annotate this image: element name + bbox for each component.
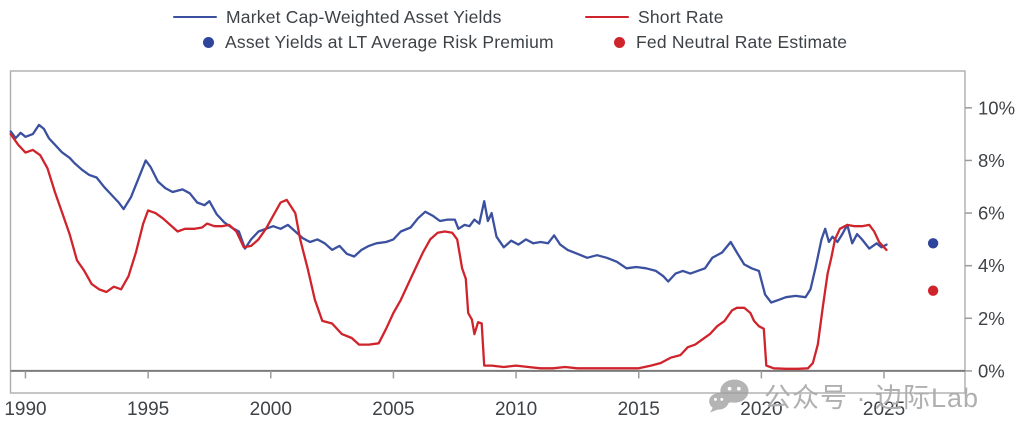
series-line-short-rate bbox=[9, 132, 888, 370]
legend-item-short-rate: Short Rate bbox=[585, 7, 724, 27]
legend-item-asset-yields-lt-risk-premium: Asset Yields at LT Average Risk Premium bbox=[203, 32, 554, 52]
x-axis-label: 2020 bbox=[740, 399, 782, 420]
legend-item-fed-neutral-rate: Fed Neutral Rate Estimate bbox=[614, 32, 847, 52]
marker-dot-fed-neutral-rate-estimate bbox=[927, 285, 939, 296]
y-axis-label: 2% bbox=[978, 308, 1005, 329]
red-dot-swatch-icon bbox=[614, 36, 625, 48]
y-axis-label: 10% bbox=[978, 97, 1015, 118]
legend-label: Short Rate bbox=[638, 6, 724, 27]
watermark: 公众号 · 边际Lab bbox=[708, 376, 979, 415]
y-axis-label: 8% bbox=[978, 150, 1005, 171]
legend-item-market-cap-weighted-asset-yields: Market Cap-Weighted Asset Yields bbox=[173, 7, 502, 27]
watermark-text: 公众号 · 边际Lab bbox=[764, 383, 980, 413]
wechat-icon bbox=[709, 379, 749, 413]
x-axis-label: 2005 bbox=[372, 399, 414, 420]
marker-dot-asset-yields-at-lt-average-risk-premium bbox=[927, 238, 939, 249]
plot-border bbox=[9, 70, 966, 394]
legend-label: Fed Neutral Rate Estimate bbox=[636, 31, 848, 52]
x-axis-label: 2010 bbox=[495, 399, 537, 420]
red-line-swatch-icon bbox=[585, 15, 629, 19]
x-axis-label: 2025 bbox=[863, 399, 905, 420]
blue-line-swatch-icon bbox=[173, 15, 217, 19]
series-line-market-cap-weighted-asset-yields bbox=[9, 123, 888, 304]
x-axis-label: 1990 bbox=[4, 399, 46, 420]
x-axis-label: 2000 bbox=[250, 399, 292, 420]
blue-dot-swatch-icon bbox=[203, 36, 214, 48]
y-axis-label: 6% bbox=[978, 203, 1005, 224]
legend-label: Market Cap-Weighted Asset Yields bbox=[226, 6, 502, 27]
y-axis-label: 0% bbox=[978, 360, 1005, 381]
x-axis-label: 1995 bbox=[127, 399, 169, 420]
y-axis-label: 4% bbox=[978, 255, 1005, 276]
x-axis-label: 2015 bbox=[618, 399, 660, 420]
legend-label: Asset Yields at LT Average Risk Premium bbox=[225, 31, 554, 52]
